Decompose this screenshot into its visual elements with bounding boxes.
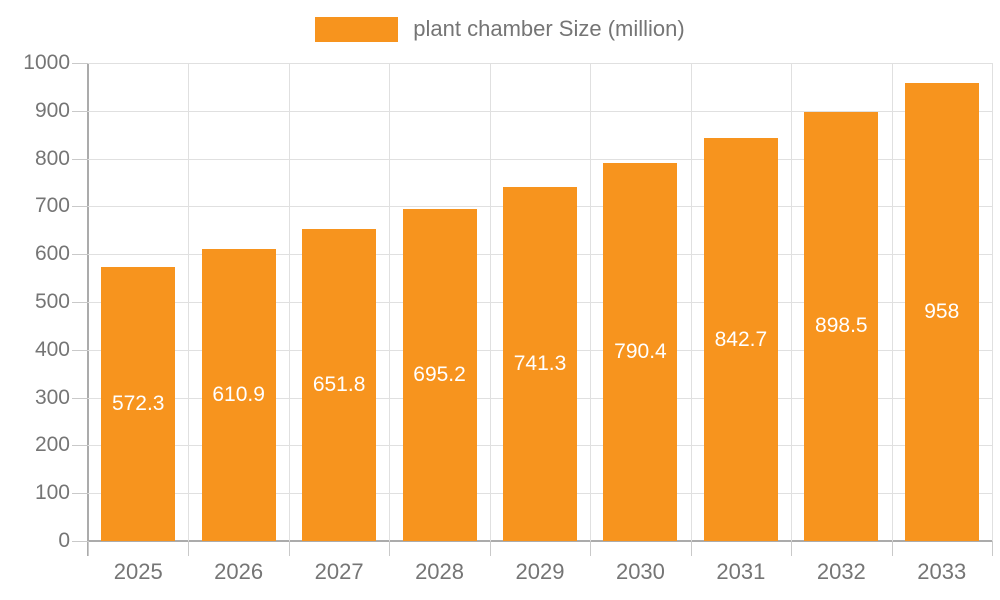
x-axis-label: 2033 [917,559,967,584]
bar-value-label: 958 [924,300,960,324]
x-axis-tick [690,541,692,556]
bar-value-label: 572.3 [111,392,165,416]
y-axis-label: 0 [58,529,70,552]
bar-value-label: 695.2 [413,362,466,386]
y-axis-tick [72,445,88,447]
bar-value-label: 741.3 [513,351,567,375]
v-gridline [288,63,290,541]
v-gridline [992,63,993,541]
y-axis-tick [72,63,88,64]
x-axis-line [88,540,992,542]
y-axis-tick [72,541,88,542]
y-axis-label: 300 [34,385,70,409]
bar-value-label: 651.8 [312,373,366,397]
bar: 898.5 [804,111,879,541]
h-gridline [88,63,992,64]
x-axis-label: 2032 [816,559,866,584]
y-axis-label: 900 [34,98,70,122]
y-axis-tick [72,493,88,495]
y-axis-tick [72,110,88,112]
x-axis-tick [891,541,893,556]
x-axis-tick [88,541,89,556]
legend-label: plant chamber Size (million) [413,16,685,41]
x-axis-label: 2027 [314,559,364,584]
bar-value-label: 610.9 [212,383,265,406]
y-axis-label: 500 [34,290,70,313]
v-gridline [891,63,893,541]
x-axis-tick [590,541,592,556]
plot-area: 0 100 200 300 400 500 600 700 800 900 1000 2025 572.… [23,51,993,584]
x-axis-tick [288,541,290,556]
y-axis-label: 1000 [23,51,70,74]
bar: 958 [904,83,979,541]
y-axis-tick [72,302,88,303]
x-axis-label: 2031 [716,559,766,584]
bar: 741.3 [503,186,577,541]
h-gridline [88,110,992,112]
bar: 610.9 [201,249,276,541]
y-axis-tick [72,254,88,256]
bar-value-label: 790.4 [614,340,667,364]
v-gridline [590,63,592,541]
y-axis-label: 700 [34,194,70,218]
x-axis-tick [188,541,190,556]
bar: 651.8 [302,229,377,541]
v-gridline [791,63,793,541]
x-axis-label: 2030 [615,559,665,584]
x-axis-label: 2028 [415,559,465,584]
y-axis-tick [72,349,88,351]
x-axis-tick [389,541,391,556]
x-axis-label: 2026 [214,559,264,584]
x-axis-tick [992,541,993,556]
bar-value-label: 898.5 [815,314,868,338]
bar: 842.7 [703,138,778,541]
y-axis-tick [72,158,88,160]
y-axis-label: 100 [34,481,70,505]
bar: 695.2 [402,208,477,541]
y-axis-label: 400 [34,337,70,361]
legend[interactable]: plant chamber Size (million) [0,16,1000,42]
y-axis-label: 200 [34,433,70,457]
v-gridline [389,63,391,541]
y-axis-line [87,63,89,556]
bar: 790.4 [603,163,678,541]
x-axis-tick [791,541,793,556]
y-axis-label: 600 [34,242,70,266]
bar: 572.3 [101,267,176,541]
legend-swatch-icon [315,16,399,42]
h-gridline [88,158,992,160]
v-gridline [188,63,190,541]
v-gridline [690,63,692,541]
x-axis-label: 2025 [113,559,163,584]
v-gridline [489,63,491,541]
y-axis-label: 800 [34,146,70,170]
y-axis-tick [72,397,88,399]
x-axis-tick [489,541,491,556]
y-axis-tick [72,206,88,208]
bar-value-label: 842.7 [714,327,768,351]
x-axis-label: 2029 [515,559,565,584]
